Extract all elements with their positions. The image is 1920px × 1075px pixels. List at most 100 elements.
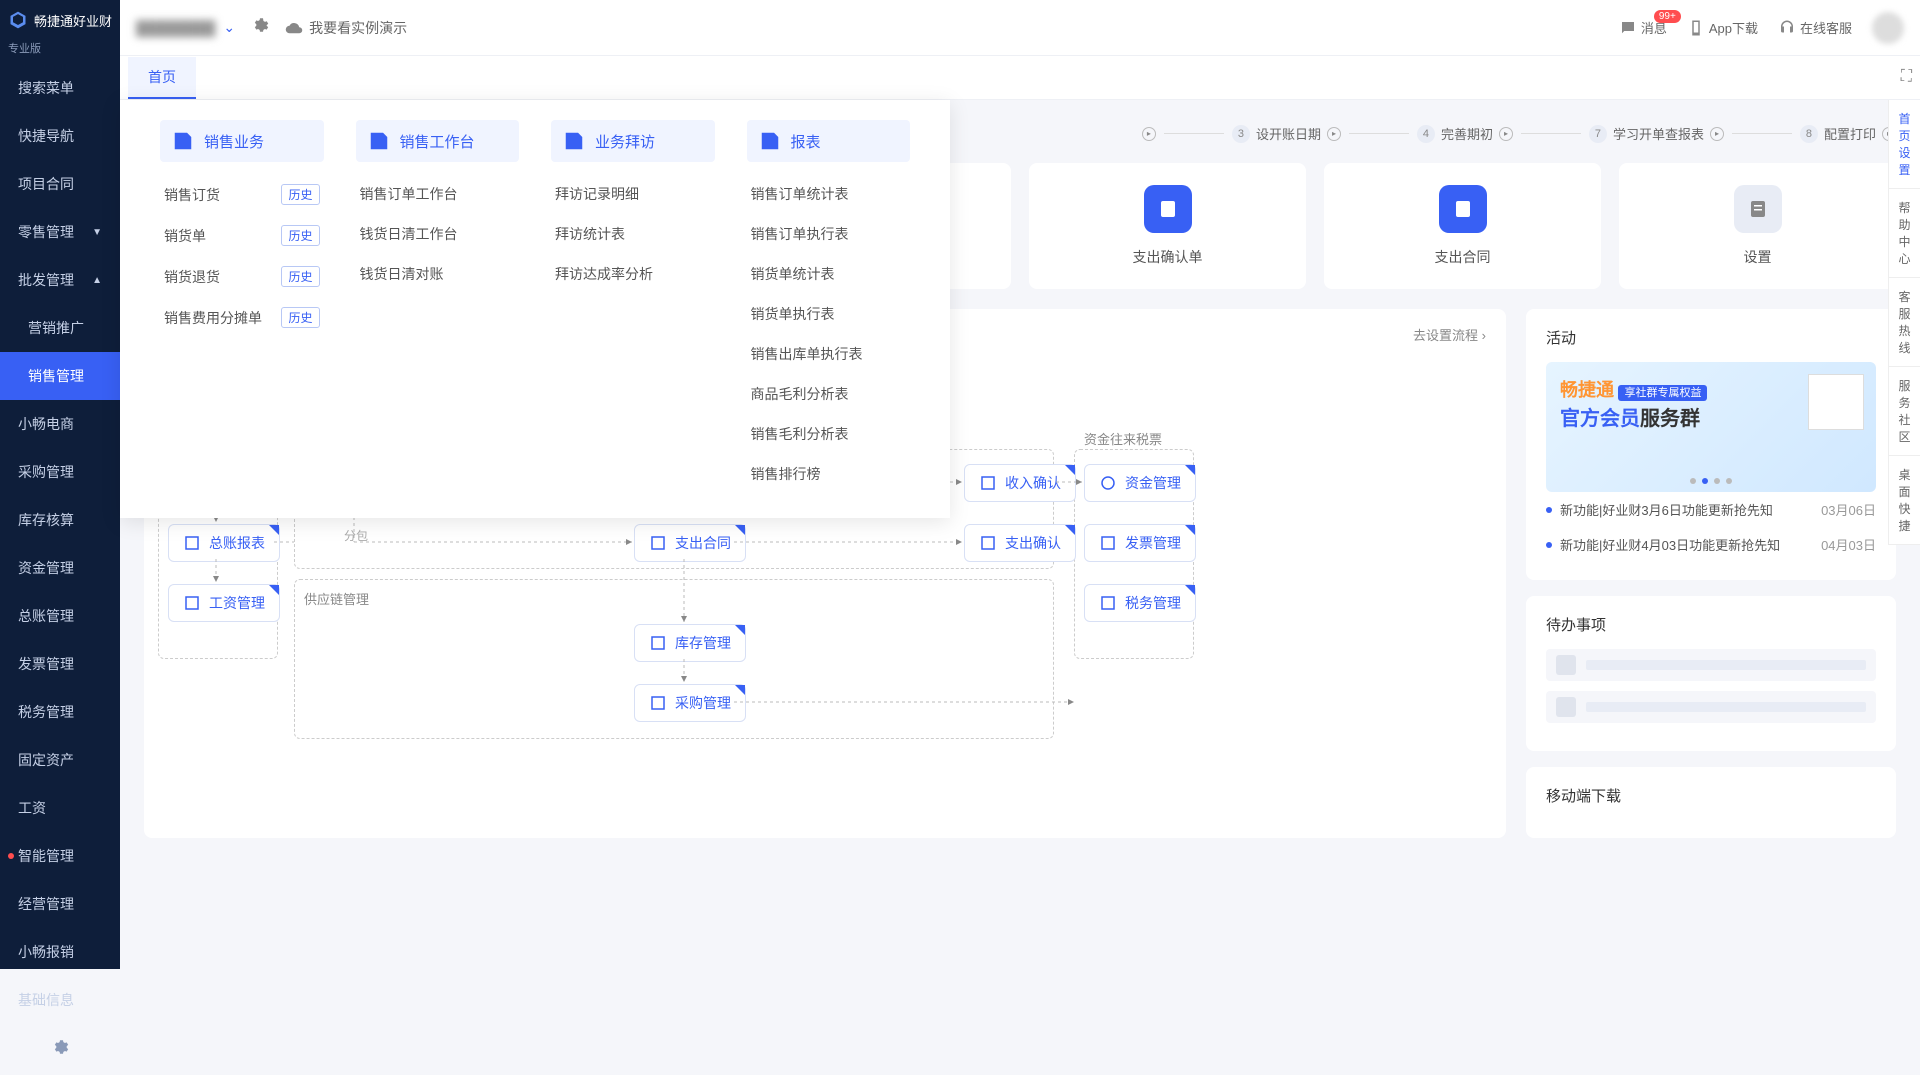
cloud-icon <box>285 19 303 37</box>
logo-icon <box>8 10 28 30</box>
sidebar-item[interactable]: 快捷导航 <box>0 112 120 160</box>
sidebar-item[interactable]: 智能管理 <box>0 832 120 880</box>
topbar: ████████ ⌄ 我要看实例演示 消息 99+ App下载 <box>120 0 1920 56</box>
sidebar-item[interactable]: 总账管理 <box>0 592 120 640</box>
sidebar-item[interactable]: 零售管理▼ <box>0 208 120 256</box>
flow-node-stock[interactable]: 库存管理 <box>634 624 746 662</box>
settings-icon[interactable] <box>251 16 269 39</box>
mega-menu-item[interactable]: 销售费用分摊单历史 <box>160 297 324 338</box>
action-card[interactable]: 设置 <box>1619 163 1896 289</box>
promo-banner[interactable]: 畅捷通 享社群专属权益 官方会员服务群 <box>1546 362 1876 492</box>
brand-edition: 专业版 <box>0 40 120 64</box>
mega-col-reports: 报表 销售订单统计表销售订单执行表销货单统计表销货单执行表销售出库单执行表商品毛… <box>731 120 927 494</box>
flow-node-ledger[interactable]: 总账报表 <box>168 524 280 562</box>
sidebar-item[interactable]: 税务管理 <box>0 688 120 736</box>
news-item[interactable]: 新功能|好业财4月03日功能更新抢先知04月03日 <box>1546 527 1876 562</box>
rail-item[interactable]: 服务社区 <box>1889 367 1920 456</box>
mega-menu-item[interactable]: 销售出库单执行表 <box>747 334 911 374</box>
tab-home[interactable]: 首页 <box>128 57 196 99</box>
sidebar-item[interactable]: 营销推广 <box>0 304 120 352</box>
step-item[interactable]: 4完善期初▸ <box>1417 124 1513 143</box>
history-tag[interactable]: 历史 <box>281 225 319 246</box>
sidebar-item[interactable]: 搜索菜单 <box>0 64 120 112</box>
doc-icon <box>368 130 390 152</box>
flow-node-fund[interactable]: 资金管理 <box>1084 464 1196 502</box>
history-tag[interactable]: 历史 <box>281 184 319 205</box>
mega-menu-item[interactable]: 拜访达成率分析 <box>551 254 715 294</box>
mega-menu-item[interactable]: 销售毛利分析表 <box>747 414 911 454</box>
flow-node-expense[interactable]: 支出合同 <box>634 524 746 562</box>
mega-menu-item[interactable]: 钱货日清工作台 <box>356 214 520 254</box>
step-play-icon[interactable]: ▸ <box>1142 127 1156 141</box>
side-panel: 活动 畅捷通 享社群专属权益 官方会员服务群 新功能|好业财3月6日功能更新抢先… <box>1526 309 1896 838</box>
settings-gear[interactable] <box>0 1024 120 1075</box>
gear-icon <box>51 1038 69 1056</box>
mega-menu-item[interactable]: 销售订单执行表 <box>747 214 911 254</box>
action-card[interactable]: 支出合同 <box>1324 163 1601 289</box>
user-avatar[interactable] <box>1872 12 1904 44</box>
sidebar-item[interactable]: 项目合同 <box>0 160 120 208</box>
mega-menu-item[interactable]: 拜访记录明细 <box>551 174 715 214</box>
mega-menu-item[interactable]: 销售订单统计表 <box>747 174 911 214</box>
sidebar-item[interactable]: 资金管理 <box>0 544 120 592</box>
mega-menu-item[interactable]: 销货退货历史 <box>160 256 324 297</box>
mega-menu-item[interactable]: 销货单统计表 <box>747 254 911 294</box>
right-rail: 首页设置帮助中心客服热线服务社区桌面快捷 <box>1888 100 1920 545</box>
messages-button[interactable]: 消息 99+ <box>1619 18 1667 37</box>
sidebar-item[interactable]: 批发管理▲ <box>0 256 120 304</box>
activity-card: 活动 畅捷通 享社群专属权益 官方会员服务群 新功能|好业财3月6日功能更新抢先… <box>1526 309 1896 580</box>
company-selector[interactable]: ████████ ⌄ <box>136 19 235 36</box>
mega-col-sales: 销售业务 销售订货历史销货单历史销货退货历史销售费用分摊单历史 <box>144 120 340 494</box>
step-item[interactable]: 8配置打印▸ <box>1800 124 1896 143</box>
sidebar-item[interactable]: 工资 <box>0 784 120 832</box>
mega-menu-item[interactable]: 商品毛利分析表 <box>747 374 911 414</box>
sidebar-item[interactable]: 小畅电商 <box>0 400 120 448</box>
demo-link[interactable]: 我要看实例演示 <box>285 18 407 38</box>
play-icon: ▸ <box>1499 127 1513 141</box>
card-icon <box>1734 185 1782 233</box>
chevron-icon: ▼ <box>92 227 102 238</box>
customer-service-button[interactable]: 在线客服 <box>1778 18 1852 37</box>
app-download-button[interactable]: App下载 <box>1687 18 1758 37</box>
flow-node-expense-confirm[interactable]: 支出确认 <box>964 524 1076 562</box>
news-item[interactable]: 新功能|好业财3月6日功能更新抢先知03月06日 <box>1546 492 1876 527</box>
doc-icon <box>172 130 194 152</box>
flow-node-salary[interactable]: 工资管理 <box>168 584 280 622</box>
step-item[interactable]: 3设开账日期▸ <box>1232 124 1341 143</box>
flow-node-purchase[interactable]: 采购管理 <box>634 684 746 722</box>
sidebar-item[interactable]: 固定资产 <box>0 736 120 784</box>
sidebar-item[interactable]: 库存核算 <box>0 496 120 544</box>
todo-card: 待办事项 <box>1526 596 1896 751</box>
doc-icon <box>759 130 781 152</box>
flow-node-invoice[interactable]: 发票管理 <box>1084 524 1196 562</box>
mega-menu-item[interactable]: 销售排行榜 <box>747 454 911 494</box>
rail-item[interactable]: 客服热线 <box>1889 278 1920 367</box>
chevron-icon: ▲ <box>92 275 102 286</box>
sidebar-item[interactable]: 采购管理 <box>0 448 120 496</box>
sidebar-item[interactable]: 经营管理 <box>0 880 120 928</box>
mega-menu-item[interactable]: 销售订单工作台 <box>356 174 520 214</box>
chevron-down-icon: ⌄ <box>223 19 235 36</box>
flow-node-tax[interactable]: 税务管理 <box>1084 584 1196 622</box>
action-card[interactable]: 支出确认单 <box>1029 163 1306 289</box>
rail-item[interactable]: 首页设置 <box>1889 100 1920 189</box>
mega-menu-item[interactable]: 钱货日清对账 <box>356 254 520 294</box>
mega-menu-item[interactable]: 销货单历史 <box>160 215 324 256</box>
flow-node-income-confirm[interactable]: 收入确认 <box>964 464 1076 502</box>
mega-menu-item[interactable]: 销货单执行表 <box>747 294 911 334</box>
history-tag[interactable]: 历史 <box>281 266 319 287</box>
sidebar-item[interactable]: 发票管理 <box>0 640 120 688</box>
configure-flow-link[interactable]: 去设置流程 › <box>1413 325 1486 344</box>
sidebar-item[interactable]: 基础信息 <box>0 976 120 1024</box>
history-tag[interactable]: 历史 <box>281 307 319 328</box>
fullscreen-icon[interactable]: ⛶ <box>1901 68 1912 86</box>
rail-item[interactable]: 帮助中心 <box>1889 189 1920 278</box>
sidebar-item[interactable]: 销售管理 <box>0 352 120 400</box>
mega-menu: 销售业务 销售订货历史销货单历史销货退货历史销售费用分摊单历史 销售工作台 销售… <box>120 100 950 518</box>
step-item[interactable]: 7学习开单查报表▸ <box>1589 124 1724 143</box>
rail-item[interactable]: 桌面快捷 <box>1889 456 1920 545</box>
notification-dot <box>8 853 14 859</box>
doc-icon <box>563 130 585 152</box>
mega-menu-item[interactable]: 销售订货历史 <box>160 174 324 215</box>
mega-menu-item[interactable]: 拜访统计表 <box>551 214 715 254</box>
